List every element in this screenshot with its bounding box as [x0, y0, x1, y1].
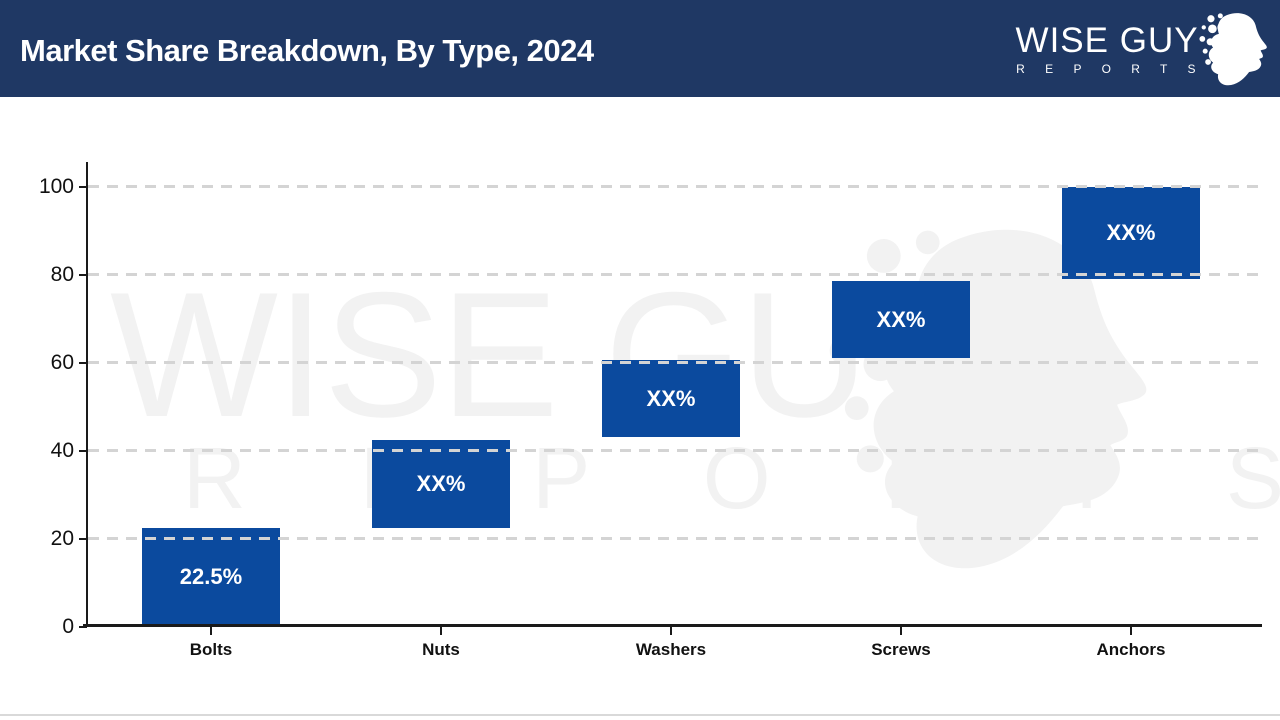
gridline-100	[88, 185, 1262, 189]
bar-value-label: XX%	[876, 306, 926, 332]
x-tick-washers	[670, 627, 672, 635]
brand-subtitle: R E P O R T S	[1016, 61, 1204, 76]
y-tick-20	[79, 537, 87, 540]
x-label-screws: Screws	[871, 640, 931, 659]
gridline-40	[88, 449, 1262, 453]
bar-value-label: XX%	[1106, 219, 1156, 245]
gridline-20	[88, 537, 1262, 541]
y-tick-40	[79, 449, 87, 452]
gridline-60	[88, 361, 1262, 365]
bar-value-label: 22.5%	[179, 564, 243, 590]
brand-logo-text: WISE GUY R E P O R T S	[1010, 23, 1204, 76]
bar-value-label: XX%	[416, 470, 466, 496]
gridline-80	[88, 273, 1262, 277]
y-tick-label-80: 80	[50, 262, 74, 286]
bar-value-label: XX%	[646, 385, 696, 411]
x-label-bolts: Bolts	[189, 640, 233, 659]
x-tick-bolts	[210, 627, 212, 635]
x-label-nuts: Nuts	[422, 640, 460, 659]
chart-title: Market Share Breakdown, By Type, 2024	[20, 33, 594, 68]
brand-logo: WISE GUY R E P O R T S	[1010, 4, 1270, 94]
bar-nuts: XX%	[372, 439, 510, 528]
y-tick-label-100: 100	[38, 174, 74, 198]
bar-anchors: XX%	[1062, 186, 1200, 279]
y-tick-label-40: 40	[50, 438, 74, 462]
y-tick-label-20: 20	[50, 526, 74, 550]
dotted-head-icon	[1198, 8, 1270, 90]
page-bottom-divider	[0, 714, 1280, 716]
x-axis-line	[83, 624, 1262, 627]
header-bar: Market Share Breakdown, By Type, 2024 WI…	[0, 0, 1280, 97]
y-axis-line	[86, 162, 88, 627]
bar-screws: XX%	[832, 281, 970, 359]
brand-name: WISE GUY	[1015, 20, 1199, 60]
y-tick-100	[79, 185, 87, 188]
y-tick-0	[79, 625, 87, 628]
y-tick-80	[79, 273, 87, 276]
y-tick-label-0: 0	[62, 614, 74, 638]
x-tick-anchors	[1130, 627, 1132, 635]
bar-washers: XX%	[602, 360, 740, 438]
x-label-washers: Washers	[635, 640, 707, 659]
x-tick-nuts	[440, 627, 442, 635]
bar-bolts: 22.5%	[142, 527, 280, 627]
y-tick-60	[79, 361, 87, 364]
y-tick-label-60: 60	[50, 350, 74, 374]
x-label-anchors: Anchors	[1096, 640, 1166, 659]
x-tick-screws	[900, 627, 902, 635]
